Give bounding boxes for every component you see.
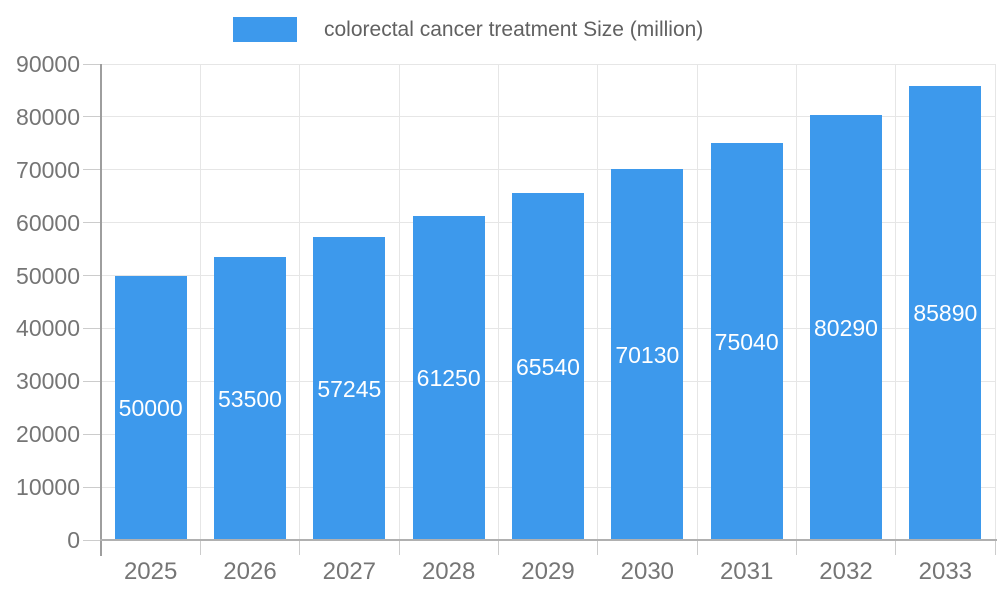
y-axis-tick [83, 116, 101, 118]
y-axis-label: 60000 [16, 209, 80, 236]
bar[interactable] [710, 143, 783, 540]
y-axis-tick [83, 486, 101, 488]
x-axis-baseline [100, 539, 997, 541]
bar[interactable] [810, 115, 882, 540]
gridline-vertical [895, 64, 897, 540]
legend-label: colorectal cancer treatment Size (millio… [324, 17, 704, 41]
x-axis-tick [199, 540, 201, 555]
x-axis-tick [795, 540, 797, 555]
bar-value-label: 57245 [317, 375, 382, 402]
y-axis-tick [83, 63, 101, 65]
bar-value-label: 70130 [615, 341, 680, 368]
gridline-vertical [597, 64, 599, 540]
x-axis-tick [994, 540, 996, 555]
x-axis-label: 2029 [521, 558, 575, 585]
gridline-vertical [696, 64, 698, 540]
gridline-horizontal [101, 116, 995, 118]
bar[interactable] [512, 193, 584, 540]
x-axis-label: 2031 [719, 558, 774, 585]
bar-value-label: 80290 [814, 314, 878, 341]
bar-value-label: 75040 [714, 328, 779, 355]
y-axis-label: 80000 [16, 103, 80, 130]
gridline-vertical [199, 64, 201, 540]
gridline-vertical [994, 64, 996, 540]
y-axis-label: 70000 [16, 156, 80, 183]
x-axis-tick [398, 540, 400, 555]
x-axis-label: 2033 [918, 558, 973, 585]
y-axis-label: 50000 [16, 262, 80, 289]
y-axis-line [100, 64, 102, 556]
x-axis-label: 2032 [819, 558, 873, 585]
x-axis-label: 2030 [620, 558, 675, 585]
x-axis-tick [895, 540, 897, 555]
legend[interactable]: colorectal cancer treatment Size (millio… [233, 17, 703, 42]
x-axis-tick [497, 540, 499, 555]
bar-value-label: 85890 [913, 299, 978, 326]
x-axis-label: 2028 [421, 558, 476, 585]
y-axis-label: 0 [67, 527, 80, 553]
x-axis-tick [696, 540, 698, 555]
x-axis-label: 2025 [123, 558, 178, 585]
y-axis-tick [83, 380, 101, 382]
x-axis-tick [597, 540, 599, 555]
y-axis-label: 40000 [16, 315, 80, 342]
bar[interactable] [909, 85, 982, 540]
bar-value-label: 50000 [118, 394, 183, 421]
y-axis-label: 10000 [16, 474, 80, 501]
gridline-vertical [497, 64, 499, 540]
bar[interactable] [412, 216, 485, 540]
bar[interactable] [214, 257, 286, 540]
y-axis-tick [83, 539, 101, 541]
x-axis-tick [299, 540, 301, 555]
gridline-horizontal [101, 63, 995, 65]
bar-value-label: 61250 [416, 365, 481, 392]
bar[interactable] [313, 237, 386, 540]
gridline-horizontal [101, 169, 995, 171]
legend-swatch [233, 17, 297, 42]
gridline-vertical [398, 64, 400, 540]
x-axis-label: 2027 [322, 558, 377, 585]
x-axis-label: 2026 [223, 558, 277, 585]
y-axis-label: 90000 [16, 51, 80, 77]
y-axis-tick [83, 275, 101, 277]
bar-value-label: 65540 [516, 353, 580, 380]
bar[interactable] [611, 169, 684, 540]
gridline-vertical [795, 64, 797, 540]
bar[interactable] [114, 275, 187, 540]
gridline-vertical [299, 64, 301, 540]
y-axis-tick [83, 222, 101, 224]
bar-value-label: 53500 [218, 385, 282, 412]
y-axis-tick [83, 327, 101, 329]
y-axis-tick [83, 169, 101, 171]
y-axis-label: 30000 [16, 368, 80, 395]
y-axis-label: 20000 [16, 421, 80, 448]
y-axis-tick [83, 433, 101, 435]
